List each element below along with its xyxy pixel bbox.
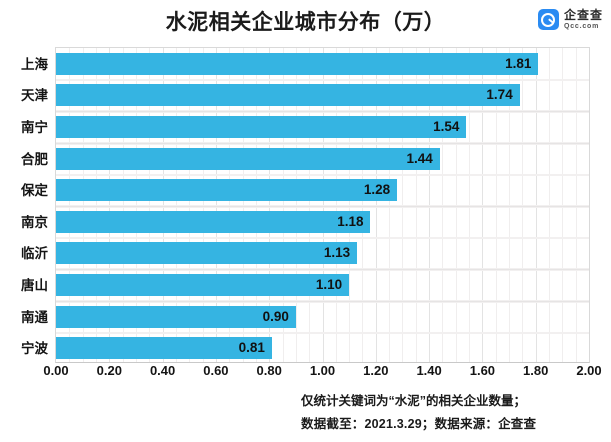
x-axis-tick-10: 1.80 xyxy=(523,363,549,378)
x-axis-tick-labels: 0.00 0.20 0.40 0.60 0.80 1.00 1.20 1.40 1.60 1.80… xyxy=(0,363,611,385)
gridline-horizontal-minor xyxy=(56,79,589,80)
bar xyxy=(56,147,440,170)
gridline-horizontal xyxy=(56,301,589,302)
bar xyxy=(56,116,467,138)
gridline-horizontal-minor xyxy=(56,112,589,113)
footnote-line-2: 数据截至：2021.3.29；数据来源：企查查 xyxy=(301,417,537,431)
gridline-horizontal xyxy=(56,143,589,144)
brand-watermark: 企查查 Qcc.com xyxy=(537,9,603,30)
y-axis-label-8: 唐山 xyxy=(21,278,48,293)
x-axis-tick-9: 1.60 xyxy=(469,363,496,378)
bar-value-label: 1.54 xyxy=(433,119,460,134)
gridline-horizontal xyxy=(56,111,589,112)
x-axis-tick-1: 0.00 xyxy=(43,363,69,378)
brand-name-cn: 企查查 xyxy=(563,8,603,22)
x-axis-tick-4: 0.60 xyxy=(203,363,229,378)
bar xyxy=(56,305,296,328)
gridline-horizontal-minor xyxy=(56,80,589,81)
gridline-horizontal-minor xyxy=(56,332,589,333)
gridline-horizontal-minor xyxy=(56,333,589,334)
gridline-horizontal-minor xyxy=(56,142,589,143)
x-axis-tick-8: 1.40 xyxy=(416,363,442,378)
gridline-horizontal-minor xyxy=(56,237,589,238)
bar xyxy=(56,84,520,107)
qcc-logo-icon xyxy=(537,9,559,30)
bar-value-label: 1.74 xyxy=(486,87,513,103)
gridline-horizontal-minor xyxy=(56,174,589,175)
gridline-horizontal-minor xyxy=(56,302,589,303)
y-axis-category-labels: 上海天津南宁合肥保定南京临沂唐山南通宁波 xyxy=(0,46,55,363)
bar xyxy=(56,52,539,75)
y-axis-label-9: 南通 xyxy=(21,309,48,325)
page-title: 水泥相关企业城市分布（万） xyxy=(165,11,446,34)
gridline-horizontal-minor xyxy=(56,300,589,301)
x-axis-tick-6: 1.00 xyxy=(309,363,336,378)
gridline-horizontal xyxy=(56,269,589,270)
gridline-horizontal xyxy=(56,206,589,207)
bar xyxy=(56,337,272,360)
x-axis-tick-11: 2.00 xyxy=(576,363,602,378)
gridline-horizontal-minor xyxy=(56,110,589,111)
gridline-horizontal-minor xyxy=(56,268,589,269)
brand-name-en: Qcc.com xyxy=(563,23,600,30)
footnotes: 仅统计关键词为“水泥”的相关企业数量； 数据截至：2021.3.29；数据来源：… xyxy=(301,390,601,436)
bar xyxy=(56,274,350,296)
bar-value-label: 0.81 xyxy=(238,340,265,356)
y-axis-label-10: 宁波 xyxy=(21,341,48,357)
gridline-horizontal-minor xyxy=(56,175,589,176)
x-axis-tick-3: 0.40 xyxy=(149,363,176,378)
x-axis-tick-7: 1.20 xyxy=(363,363,389,378)
bar-value-label: 1.28 xyxy=(363,182,391,198)
gridline-horizontal-minor xyxy=(56,144,589,145)
y-axis-label-1: 上海 xyxy=(21,56,48,72)
bar-value-label: 1.13 xyxy=(323,245,351,261)
bar-value-label: 1.18 xyxy=(337,213,364,229)
gridline-horizontal-minor xyxy=(56,205,589,206)
footnote-line-1: 仅统计关键词为“水泥”的相关企业数量； xyxy=(301,394,527,408)
bar xyxy=(56,242,358,265)
chart-header: 水泥相关企业城市分布（万） 企查查 Qcc.com xyxy=(0,0,611,46)
bar-value-label: 1.44 xyxy=(406,150,433,166)
bar-value-label: 0.90 xyxy=(262,308,289,324)
bar-value-label: 1.10 xyxy=(315,277,343,292)
brand-text: 企查查 Qcc.com xyxy=(564,9,603,30)
gridline-horizontal-minor xyxy=(56,207,589,208)
gridline-horizontal-minor xyxy=(56,270,589,271)
x-axis-tick-5: 0.80 xyxy=(256,363,282,378)
y-axis-label-6: 南京 xyxy=(21,214,48,230)
chart-plot-wrapper: 上海天津南宁合肥保定南京临沂唐山南通宁波 1.81 1.74 1.54 1.44 1.2… xyxy=(0,46,611,376)
y-axis-label-5: 保定 xyxy=(21,183,48,199)
plot-area: 1.81 1.74 1.54 1.44 1.28 1.18 1.13 1.10 0.90 0.81 xyxy=(55,47,590,363)
y-axis-label-2: 天津 xyxy=(21,88,48,104)
y-axis-label-4: 合肥 xyxy=(21,151,48,167)
x-axis-tick-2: 0.20 xyxy=(96,363,122,378)
y-axis-label-7: 临沂 xyxy=(21,246,48,262)
bar xyxy=(56,179,398,202)
gridline-horizontal-minor xyxy=(56,238,589,239)
y-axis-label-3: 南宁 xyxy=(21,120,48,135)
bar-value-label: 1.81 xyxy=(505,55,532,71)
bar xyxy=(56,210,371,233)
